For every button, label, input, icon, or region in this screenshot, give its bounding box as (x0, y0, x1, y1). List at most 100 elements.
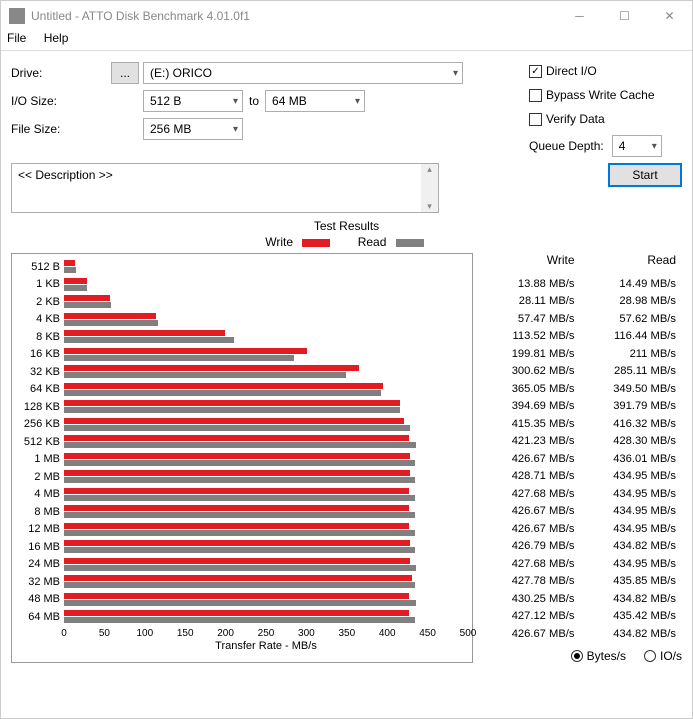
chart-row-label: 64 MB (16, 611, 64, 623)
x-tick: 0 (61, 628, 67, 639)
description-input[interactable]: << Description >> ▴▾ (11, 163, 439, 213)
radio-selected-icon (571, 650, 583, 662)
bar-write (64, 593, 409, 599)
data-write: 28.11 MB/s (479, 295, 581, 307)
chart-bars (64, 346, 468, 364)
maximize-button[interactable]: ☐ (602, 1, 647, 31)
data-read: 14.49 MB/s (581, 278, 683, 290)
data-row: 426.67 MB/s434.95 MB/s (479, 503, 682, 521)
chart-row-label: 8 KB (16, 331, 64, 343)
bar-write (64, 400, 400, 406)
checkbox-checked-icon: ✓ (529, 65, 542, 78)
data-read: 211 MB/s (581, 348, 683, 360)
drive-value: (E:) ORICO (150, 66, 212, 80)
data-read: 434.95 MB/s (581, 488, 683, 500)
chart-row: 64 KB (16, 381, 468, 399)
chevron-down-icon: ▾ (355, 96, 360, 107)
read-header: Read (581, 253, 683, 271)
io-from-value: 512 B (150, 94, 181, 108)
chart-row: 32 KB (16, 363, 468, 381)
form-left: Drive: ... (E:) ORICO ▾ I/O Size: 512 B … (11, 59, 521, 157)
chart-row-label: 128 KB (16, 401, 64, 413)
data-row: 426.79 MB/s434.82 MB/s (479, 538, 682, 556)
bypass-label: Bypass Write Cache (546, 88, 655, 102)
file-size-select[interactable]: 256 MB ▾ (143, 118, 243, 140)
to-label: to (249, 94, 259, 108)
menu-file[interactable]: File (7, 31, 26, 45)
chart-row: 512 B (16, 258, 468, 276)
data-write: 113.52 MB/s (479, 330, 581, 342)
data-write: 199.81 MB/s (479, 348, 581, 360)
chart-row: 48 MB (16, 591, 468, 609)
bar-read (64, 407, 400, 413)
bar-read (64, 477, 415, 483)
chart-bars (64, 398, 468, 416)
data-write: 430.25 MB/s (479, 593, 581, 605)
unit-ios-radio[interactable]: IO/s (644, 649, 682, 663)
data-write: 57.47 MB/s (479, 313, 581, 325)
chart-bars (64, 591, 468, 609)
data-row: 415.35 MB/s416.32 MB/s (479, 415, 682, 433)
minimize-button[interactable]: ─ (557, 1, 602, 31)
bar-read (64, 390, 381, 396)
data-read: 285.11 MB/s (581, 365, 683, 377)
file-size-label: File Size: (11, 122, 111, 136)
unit-bytes-radio[interactable]: Bytes/s (571, 649, 626, 663)
menubar: File Help (1, 31, 692, 51)
chart-row-label: 4 MB (16, 488, 64, 500)
chart-row: 4 MB (16, 486, 468, 504)
data-read: 434.82 MB/s (581, 593, 683, 605)
chart-row-label: 2 KB (16, 296, 64, 308)
chart-row-label: 32 KB (16, 366, 64, 378)
queue-depth-select[interactable]: 4 ▾ (612, 135, 662, 157)
description-row: << Description >> ▴▾ Start (1, 161, 692, 219)
start-button[interactable]: Start (608, 163, 682, 187)
chart-bars (64, 521, 468, 539)
data-write: 426.79 MB/s (479, 540, 581, 552)
direct-io-checkbox[interactable]: ✓ Direct I/O (529, 59, 682, 83)
data-write: 426.67 MB/s (479, 523, 581, 535)
direct-io-label: Direct I/O (546, 64, 597, 78)
close-button[interactable]: ✕ (647, 1, 692, 31)
data-read: 57.62 MB/s (581, 313, 683, 325)
chart-row-label: 512 B (16, 261, 64, 273)
bypass-checkbox[interactable]: Bypass Write Cache (529, 83, 682, 107)
chevron-down-icon: ▾ (652, 141, 657, 152)
io-to-select[interactable]: 64 MB ▾ (265, 90, 365, 112)
chevron-down-icon: ▾ (453, 68, 458, 79)
chart-row: 32 MB (16, 573, 468, 591)
legend-write-label: Write (265, 235, 293, 249)
io-from-select[interactable]: 512 B ▾ (143, 90, 243, 112)
bar-write (64, 470, 410, 476)
bar-write (64, 435, 409, 441)
data-read: 349.50 MB/s (581, 383, 683, 395)
verify-checkbox[interactable]: Verify Data (529, 107, 682, 131)
io-size-label: I/O Size: (11, 94, 111, 108)
menu-help[interactable]: Help (44, 31, 69, 45)
data-read: 435.42 MB/s (581, 610, 683, 622)
scrollbar[interactable]: ▴▾ (421, 164, 438, 212)
data-write: 300.62 MB/s (479, 365, 581, 377)
verify-label: Verify Data (546, 112, 605, 126)
bar-read (64, 337, 234, 343)
drive-select[interactable]: (E:) ORICO ▾ (143, 62, 463, 84)
form-right: ✓ Direct I/O Bypass Write Cache Verify D… (521, 59, 682, 157)
bar-read (64, 512, 415, 518)
drive-browse-button[interactable]: ... (111, 62, 139, 84)
chart-bars (64, 486, 468, 504)
data-write: 426.67 MB/s (479, 628, 581, 640)
bar-write (64, 348, 307, 354)
bar-write (64, 295, 110, 301)
legend-read-label: Read (358, 235, 387, 249)
data-write: 427.78 MB/s (479, 575, 581, 587)
data-read: 428.30 MB/s (581, 435, 683, 447)
x-tick: 400 (379, 628, 396, 639)
data-header: Write Read (479, 253, 682, 271)
data-row: 394.69 MB/s391.79 MB/s (479, 398, 682, 416)
chart-row-label: 512 KB (16, 436, 64, 448)
results-area: Test Results Write Read 512 B1 KB2 KB4 K… (1, 219, 692, 669)
data-read: 434.95 MB/s (581, 558, 683, 570)
write-header: Write (479, 253, 581, 271)
chart-row-label: 256 KB (16, 418, 64, 430)
chart-row-label: 16 KB (16, 348, 64, 360)
